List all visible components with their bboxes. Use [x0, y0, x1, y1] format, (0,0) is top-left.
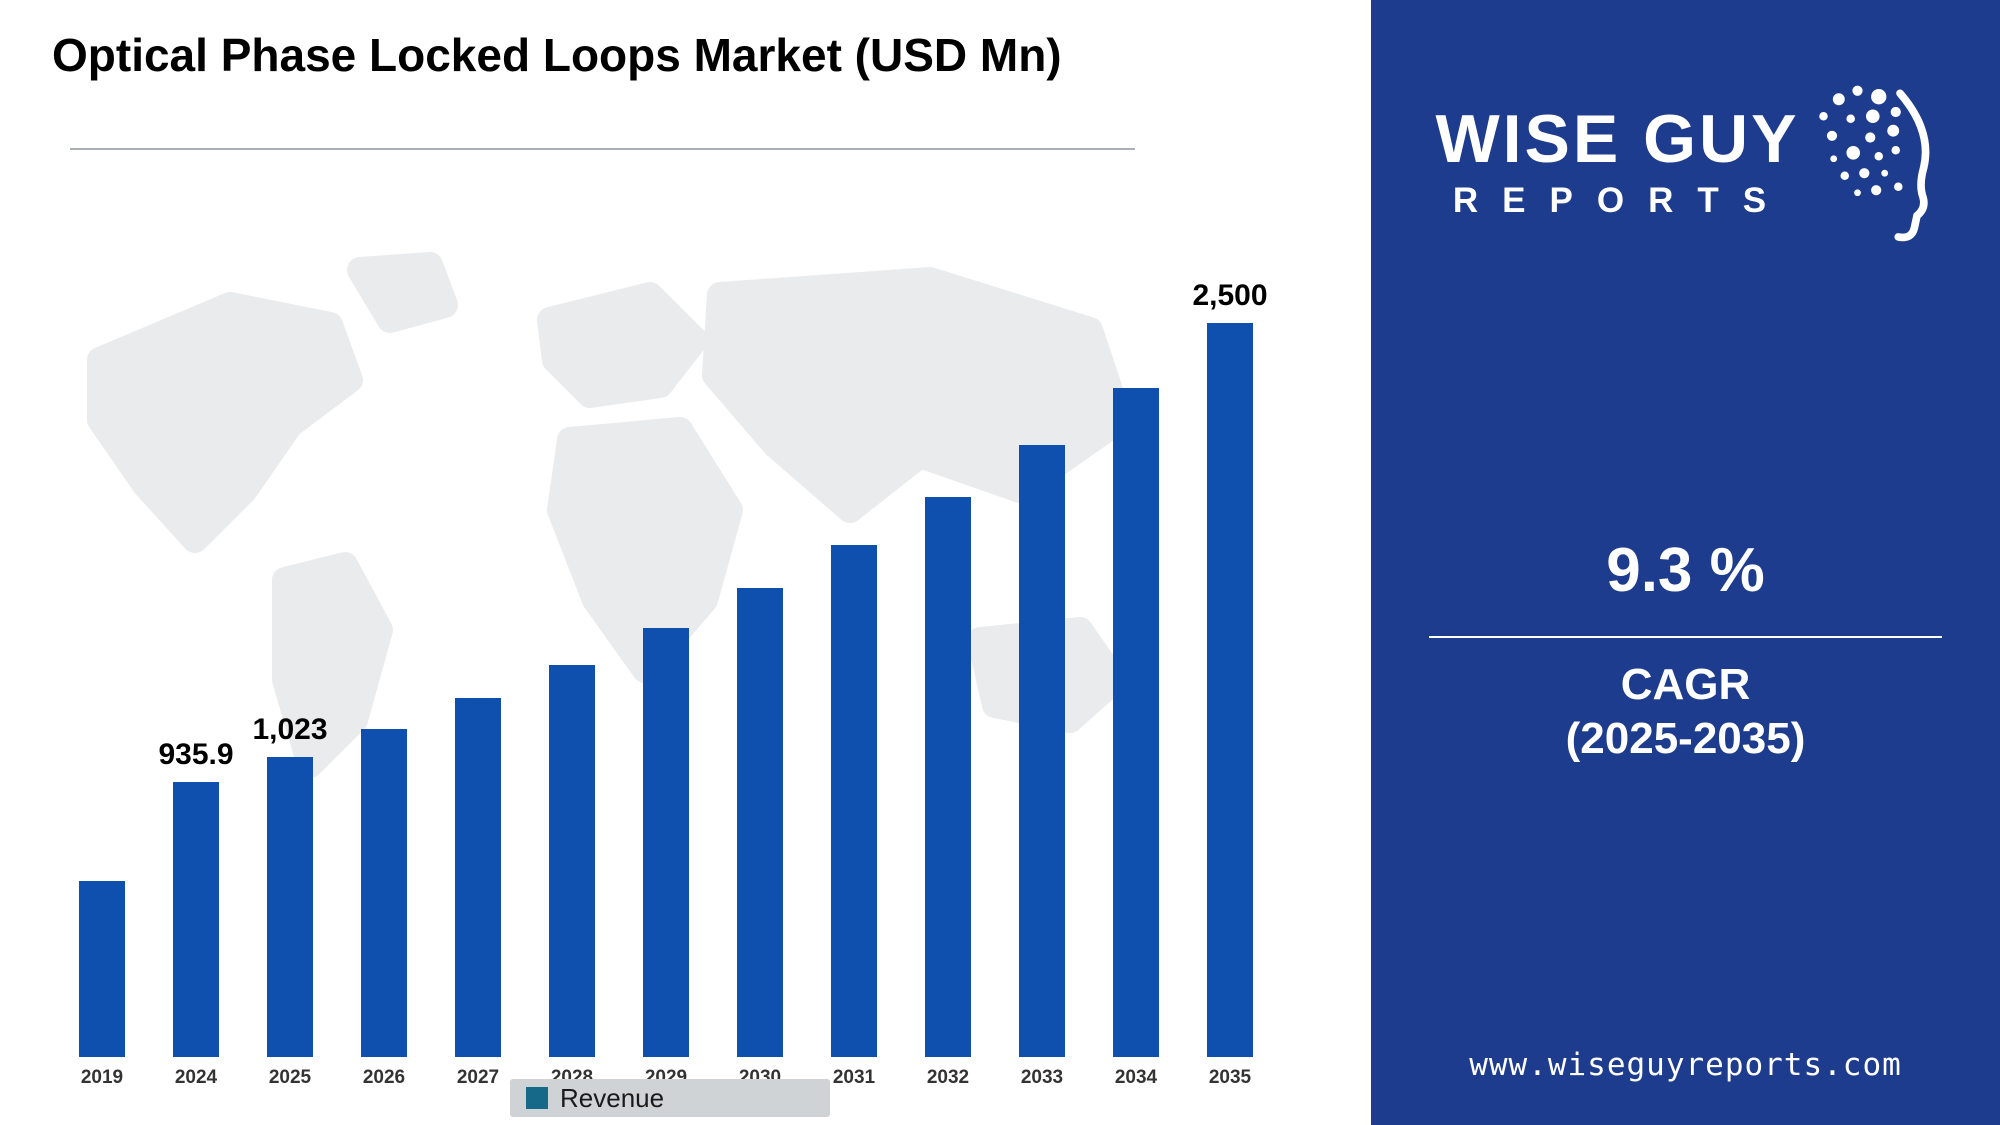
website-link[interactable]: www.wiseguyreports.com: [1469, 1047, 1902, 1083]
map-asia: [702, 267, 1133, 523]
bar-group-2029: 2029: [638, 584, 694, 1089]
logo-reports: REPORTS: [1452, 181, 1791, 220]
bar-2025: [267, 757, 313, 1057]
x-tick-label: 2034: [1114, 1067, 1158, 1088]
bar-group-2034: 2034: [1108, 344, 1164, 1089]
dotted-head-icon: [1818, 85, 1929, 242]
bar-value-label: 1,023: [252, 713, 328, 746]
bar-group-2031: 2031: [826, 501, 882, 1089]
x-tick-label: 2024: [174, 1067, 218, 1088]
cagr-value: 9.3 %: [1606, 536, 1765, 605]
x-tick-label: 2032: [926, 1067, 970, 1088]
bar-2033: [1019, 445, 1065, 1057]
bar-group-2030: 2030: [732, 544, 788, 1089]
title-divider: [70, 148, 1135, 150]
chart-title: Optical Phase Locked Loops Market (USD M…: [52, 29, 1062, 81]
map-north-america: [87, 292, 363, 553]
bar-group-2028: 2028: [544, 621, 600, 1089]
bar-group-2019: 2019: [74, 837, 130, 1089]
x-tick-label: 2031: [832, 1067, 876, 1088]
bar-2031: [831, 545, 877, 1057]
bar-2034: [1113, 388, 1159, 1057]
logo-text: WISE GUY REPORTS: [1435, 105, 1799, 221]
bar-2029: [643, 628, 689, 1057]
x-tick-label: 2026: [362, 1067, 406, 1088]
bar-group-2026: 2026: [356, 685, 412, 1089]
bar-group-2024: 935.9 2024: [158, 738, 233, 1089]
bar-2027: [455, 698, 501, 1057]
bar-value-label: 935.9: [158, 738, 234, 771]
bar-2032: [925, 497, 971, 1057]
map-europe: [537, 282, 708, 408]
cagr-label: CAGR: [1620, 660, 1751, 709]
bar-2028: [549, 665, 595, 1057]
bar-value-label: 2,500: [1192, 279, 1268, 312]
bar-group-2027: 2027: [450, 654, 506, 1089]
logo-wise-guy: WISE GUY: [1435, 101, 1800, 177]
world-map-background: [87, 252, 1133, 778]
map-south-america: [272, 552, 393, 778]
cagr-divider: [1429, 636, 1942, 638]
chart-panel: Optical Phase Locked Loops Market (USD M…: [52, 29, 1268, 1117]
bar-2026: [361, 729, 407, 1057]
bar-2019: [79, 881, 125, 1057]
x-tick-label: 2033: [1020, 1067, 1064, 1088]
legend: Revenue: [510, 1079, 830, 1117]
bar-group-2032: 2032: [920, 453, 976, 1089]
bar-group-2035: 2,500 2035: [1192, 279, 1267, 1089]
bar-2024: [173, 782, 219, 1057]
x-tick-label: 2027: [456, 1067, 500, 1088]
map-greenland: [347, 252, 458, 333]
x-tick-label: 2025: [268, 1067, 312, 1088]
legend-label: Revenue: [560, 1082, 665, 1113]
bar-chart: 2019 935.9 2024 1,023 2025 2026 2027 2028 2029 20…: [74, 279, 1268, 1089]
bar-2030: [737, 588, 783, 1057]
bar-group-2033: 2033: [1014, 401, 1070, 1089]
wise-guy-reports-logo: WISE GUY REPORTS: [1371, 78, 2000, 248]
x-tick-label: 2019: [80, 1067, 124, 1088]
bar-group-2025: 1,023 2025: [252, 713, 327, 1089]
bar-2035: [1207, 323, 1253, 1057]
legend-swatch-revenue: [526, 1087, 548, 1109]
brand-sidebar: WISE GUY REPORTS 9.3 % CAGR (2025-2035): [1371, 0, 2000, 1125]
x-tick-label: 2035: [1208, 1067, 1252, 1088]
cagr-period: (2025-2035): [1565, 714, 1806, 763]
